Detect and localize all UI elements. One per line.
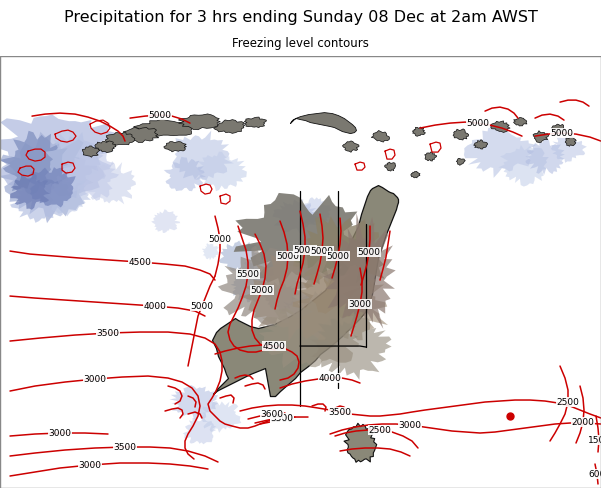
Text: 3600: 3600 xyxy=(260,409,284,419)
Text: Precipitation for 3 hrs ending Sunday 08 Dec at 2am AWST: Precipitation for 3 hrs ending Sunday 08… xyxy=(64,10,537,25)
Text: 1500: 1500 xyxy=(588,435,601,445)
Text: 5000: 5000 xyxy=(251,285,273,295)
Text: 2000: 2000 xyxy=(572,418,594,427)
Text: 5000: 5000 xyxy=(466,119,489,127)
Text: 5000: 5000 xyxy=(326,252,350,261)
Text: 2500: 2500 xyxy=(557,398,579,407)
Text: 5500: 5500 xyxy=(237,269,260,279)
Text: 3500: 3500 xyxy=(270,414,293,424)
Text: 3000: 3000 xyxy=(49,428,72,438)
Text: 3000: 3000 xyxy=(398,421,421,429)
Text: 5000: 5000 xyxy=(311,246,334,256)
Text: 4000: 4000 xyxy=(144,302,166,310)
Text: 5000: 5000 xyxy=(148,111,171,120)
Text: 3500: 3500 xyxy=(270,413,293,423)
Text: 5000: 5000 xyxy=(293,245,317,255)
Text: 3500: 3500 xyxy=(97,328,120,338)
Text: 4000: 4000 xyxy=(319,373,341,383)
Text: 3500: 3500 xyxy=(114,443,136,451)
Text: 5000: 5000 xyxy=(209,235,231,244)
Text: 5000: 5000 xyxy=(358,247,380,257)
Text: 4500: 4500 xyxy=(263,342,285,350)
Text: 3000: 3000 xyxy=(79,461,102,469)
Text: 4500: 4500 xyxy=(129,258,151,266)
Text: 5000: 5000 xyxy=(551,129,573,138)
Text: 600: 600 xyxy=(588,469,601,479)
Text: Freezing level contours: Freezing level contours xyxy=(232,37,369,50)
Text: 5000: 5000 xyxy=(276,252,299,261)
Text: 5000: 5000 xyxy=(191,302,213,310)
Text: 3500: 3500 xyxy=(329,407,352,417)
Text: 2500: 2500 xyxy=(368,426,391,434)
Text: 3000: 3000 xyxy=(84,374,106,384)
Text: 3000: 3000 xyxy=(349,300,371,308)
